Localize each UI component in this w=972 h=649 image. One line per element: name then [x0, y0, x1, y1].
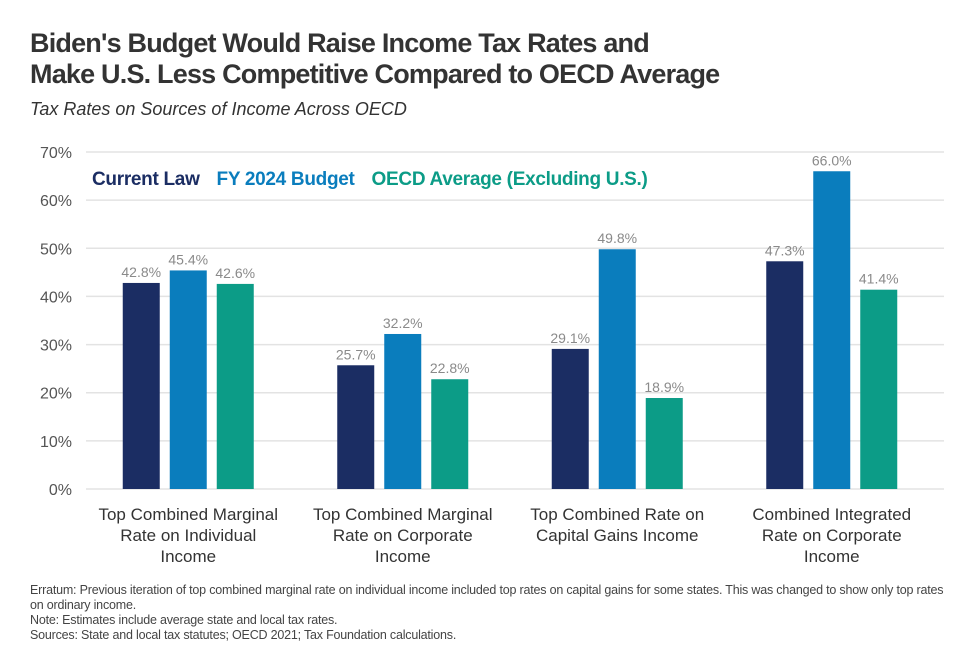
y-tick-label: 30%	[40, 338, 72, 355]
bar	[598, 249, 636, 489]
data-label: 47.3%	[765, 242, 805, 258]
y-tick-label: 40%	[40, 289, 72, 306]
bar	[384, 333, 422, 489]
category-label: Rate on Corporate	[333, 526, 473, 545]
sources-note: Sources: State and local tax statutes; O…	[30, 628, 457, 642]
erratum-note: Erratum: Previous iteration of top combi…	[30, 583, 944, 612]
y-tick-label: 10%	[40, 434, 72, 451]
data-label: 66.0%	[812, 152, 852, 168]
y-tick-label: 60%	[40, 193, 72, 210]
data-label: 45.4%	[168, 251, 208, 267]
bars	[122, 171, 898, 489]
bar	[645, 398, 683, 489]
category-label: Top Combined Marginal	[313, 505, 493, 524]
category-label: Rate on Individual	[120, 526, 256, 545]
bar	[813, 171, 851, 489]
bar	[431, 379, 469, 489]
legend: Current Law FY 2024 Budget OECD Average (E…	[92, 169, 648, 190]
footnotes: Erratum: Previous iteration of top combi…	[30, 583, 950, 643]
legend-item: FY 2024 Budget	[217, 169, 356, 190]
bar	[551, 348, 589, 489]
category-label: Combined Integrated	[752, 505, 911, 524]
data-label: 42.6%	[215, 265, 255, 281]
category-label: Income	[160, 547, 216, 566]
category-label: Top Combined Rate on	[530, 505, 704, 524]
category-label: Rate on Corporate	[762, 526, 902, 545]
y-axis-ticks: 0% 10% 20% 30% 40% 50% 60% 70%	[40, 145, 72, 499]
y-tick-label: 0%	[49, 482, 72, 499]
data-label: 29.1%	[550, 330, 590, 346]
data-label: 42.8%	[121, 264, 161, 280]
bar	[337, 365, 375, 489]
chart-subtitle: Tax Rates on Sources of Income Across OE…	[30, 99, 407, 119]
data-label: 49.8%	[597, 230, 637, 246]
y-tick-label: 50%	[40, 241, 72, 258]
category-label: Top Combined Marginal	[98, 505, 278, 524]
category-label: Income	[804, 547, 860, 566]
bar-chart: 0% 10% 20% 30% 40% 50% 60% 70% 42.8% 45.4% 42.6% 2…	[40, 145, 944, 566]
data-label: 25.7%	[336, 346, 376, 362]
chart-title: Biden's Budget Would Raise Income Tax Ra…	[30, 28, 720, 90]
legend-item: OECD Average (Excluding U.S.)	[372, 169, 648, 190]
bar	[216, 283, 254, 489]
data-label: 32.2%	[383, 315, 423, 331]
legend-item: Current Law	[92, 169, 200, 190]
estimates-note: Note: Estimates include average state an…	[30, 613, 338, 627]
y-tick-label: 20%	[40, 386, 72, 403]
y-tick-label: 70%	[40, 145, 72, 162]
data-label: 41.4%	[859, 271, 899, 287]
data-label: 22.8%	[430, 360, 470, 376]
bar	[169, 270, 207, 489]
bar	[122, 282, 160, 489]
category-label: Income	[375, 547, 431, 566]
chart-title-line: Make U.S. Less Competitive Compared to O…	[30, 59, 720, 89]
bar	[766, 261, 804, 489]
category-label: Capital Gains Income	[536, 526, 699, 545]
data-labels: 42.8% 45.4% 42.6% 25.7% 32.2% 22.8% 29.1% 49.8%…	[121, 152, 898, 395]
x-axis-categories: Top Combined Marginal Rate on Individual I…	[98, 505, 911, 566]
data-label: 18.9%	[644, 379, 684, 395]
bar	[860, 289, 898, 489]
chart-title-line: Biden's Budget Would Raise Income Tax Ra…	[30, 28, 650, 58]
